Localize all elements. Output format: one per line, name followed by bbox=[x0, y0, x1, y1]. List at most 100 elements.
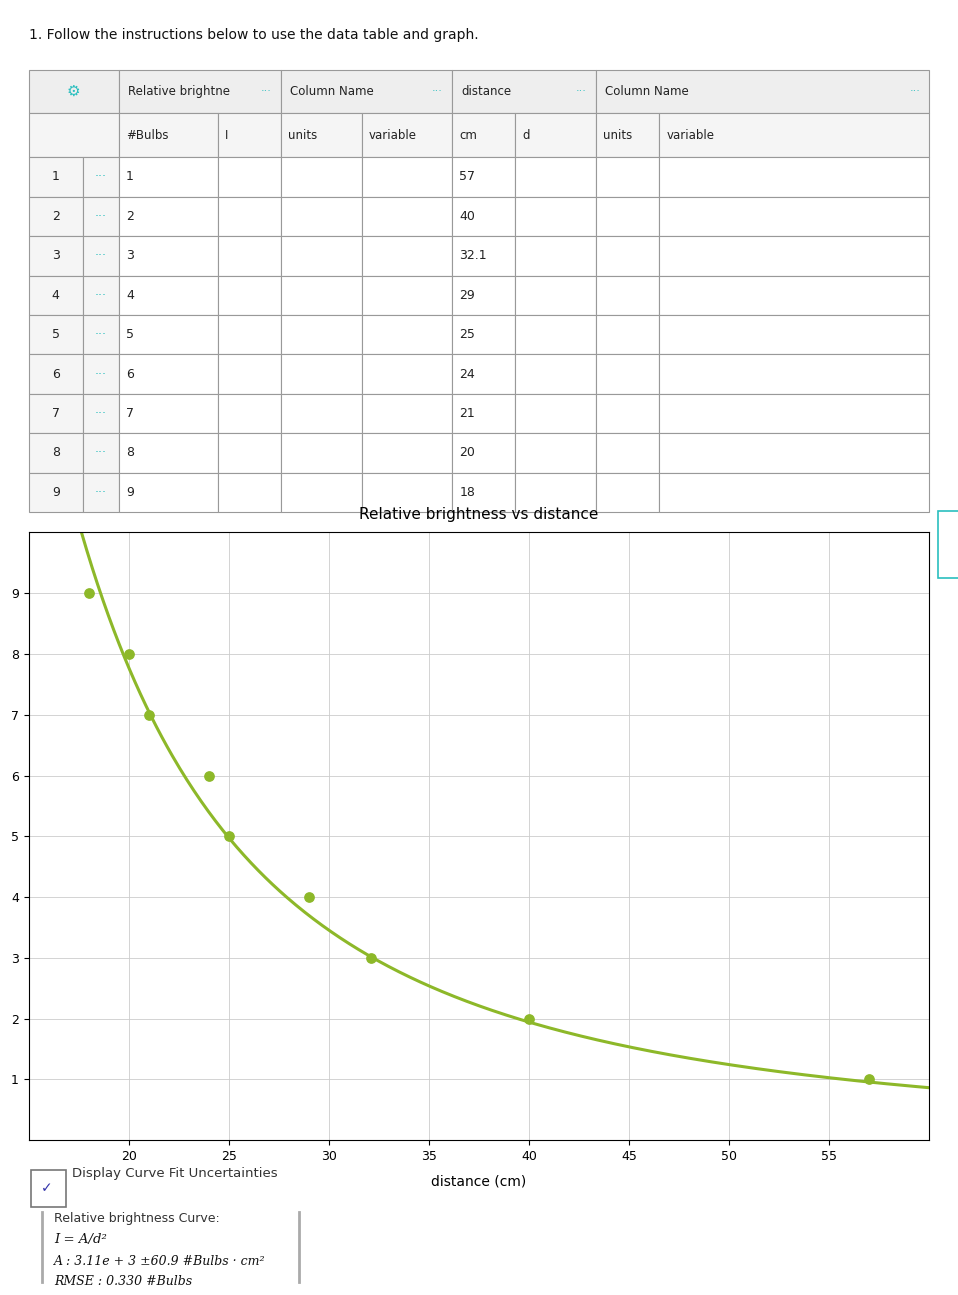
FancyBboxPatch shape bbox=[281, 355, 362, 394]
Text: ···: ··· bbox=[95, 171, 106, 184]
Text: 1: 1 bbox=[126, 171, 134, 184]
FancyBboxPatch shape bbox=[452, 114, 515, 157]
FancyBboxPatch shape bbox=[659, 236, 929, 276]
FancyBboxPatch shape bbox=[217, 434, 281, 473]
FancyBboxPatch shape bbox=[29, 70, 119, 114]
FancyBboxPatch shape bbox=[596, 394, 659, 434]
Text: 6: 6 bbox=[126, 368, 134, 381]
Text: I: I bbox=[225, 128, 228, 142]
Text: units: units bbox=[604, 128, 632, 142]
Text: ···: ··· bbox=[95, 289, 106, 302]
FancyBboxPatch shape bbox=[29, 276, 82, 315]
FancyBboxPatch shape bbox=[119, 70, 281, 114]
FancyBboxPatch shape bbox=[29, 157, 82, 197]
FancyBboxPatch shape bbox=[659, 355, 929, 394]
Text: 5: 5 bbox=[52, 328, 59, 341]
FancyBboxPatch shape bbox=[515, 315, 596, 355]
Text: 4: 4 bbox=[126, 289, 134, 302]
FancyBboxPatch shape bbox=[82, 197, 119, 236]
FancyBboxPatch shape bbox=[281, 276, 362, 315]
FancyBboxPatch shape bbox=[29, 473, 82, 512]
FancyBboxPatch shape bbox=[82, 315, 119, 355]
FancyBboxPatch shape bbox=[119, 114, 217, 157]
Point bbox=[521, 1009, 536, 1030]
Point bbox=[81, 583, 97, 603]
FancyBboxPatch shape bbox=[119, 355, 217, 394]
FancyBboxPatch shape bbox=[217, 236, 281, 276]
FancyBboxPatch shape bbox=[659, 473, 929, 512]
FancyBboxPatch shape bbox=[29, 394, 82, 434]
Text: ···: ··· bbox=[95, 210, 106, 223]
Text: 9: 9 bbox=[52, 486, 59, 499]
FancyBboxPatch shape bbox=[119, 236, 217, 276]
FancyBboxPatch shape bbox=[362, 276, 452, 315]
FancyBboxPatch shape bbox=[217, 157, 281, 197]
Text: Relative brightness Curve:: Relative brightness Curve: bbox=[54, 1212, 219, 1225]
FancyBboxPatch shape bbox=[217, 114, 281, 157]
FancyBboxPatch shape bbox=[596, 355, 659, 394]
Text: 8: 8 bbox=[126, 447, 134, 460]
Text: variable: variable bbox=[667, 128, 715, 142]
FancyBboxPatch shape bbox=[515, 236, 596, 276]
FancyBboxPatch shape bbox=[659, 276, 929, 315]
FancyBboxPatch shape bbox=[452, 394, 515, 434]
FancyBboxPatch shape bbox=[596, 473, 659, 512]
FancyBboxPatch shape bbox=[82, 236, 119, 276]
Point bbox=[363, 948, 378, 969]
FancyBboxPatch shape bbox=[362, 236, 452, 276]
FancyBboxPatch shape bbox=[82, 276, 119, 315]
Text: 3: 3 bbox=[52, 250, 59, 263]
Text: 24: 24 bbox=[459, 368, 475, 381]
FancyBboxPatch shape bbox=[515, 473, 596, 512]
Text: ···: ··· bbox=[95, 368, 106, 381]
FancyBboxPatch shape bbox=[596, 157, 659, 197]
FancyBboxPatch shape bbox=[119, 197, 217, 236]
FancyBboxPatch shape bbox=[515, 197, 596, 236]
FancyBboxPatch shape bbox=[452, 157, 515, 197]
FancyBboxPatch shape bbox=[217, 276, 281, 315]
FancyBboxPatch shape bbox=[119, 394, 217, 434]
FancyBboxPatch shape bbox=[281, 114, 362, 157]
FancyBboxPatch shape bbox=[119, 434, 217, 473]
FancyBboxPatch shape bbox=[119, 315, 217, 355]
Text: 40: 40 bbox=[459, 210, 475, 223]
Text: RMSE : 0.330 #Bulbs: RMSE : 0.330 #Bulbs bbox=[54, 1274, 193, 1287]
Text: Column Name: Column Name bbox=[605, 85, 689, 98]
Text: Column Name: Column Name bbox=[290, 85, 374, 98]
Point bbox=[141, 704, 156, 725]
FancyBboxPatch shape bbox=[217, 197, 281, 236]
FancyBboxPatch shape bbox=[938, 512, 958, 578]
Text: ⚙: ⚙ bbox=[67, 84, 80, 98]
Text: 20: 20 bbox=[459, 447, 475, 460]
Text: #Bulbs: #Bulbs bbox=[126, 128, 169, 142]
FancyBboxPatch shape bbox=[32, 1169, 66, 1207]
FancyBboxPatch shape bbox=[281, 473, 362, 512]
FancyBboxPatch shape bbox=[659, 315, 929, 355]
Text: d: d bbox=[522, 128, 530, 142]
FancyBboxPatch shape bbox=[362, 197, 452, 236]
X-axis label: distance (cm): distance (cm) bbox=[431, 1175, 527, 1188]
FancyBboxPatch shape bbox=[119, 276, 217, 315]
Text: ···: ··· bbox=[432, 87, 443, 97]
Text: 32.1: 32.1 bbox=[459, 250, 487, 263]
Text: 6: 6 bbox=[52, 368, 59, 381]
Point bbox=[301, 887, 316, 908]
Text: ···: ··· bbox=[261, 87, 272, 97]
FancyBboxPatch shape bbox=[515, 157, 596, 197]
FancyBboxPatch shape bbox=[362, 114, 452, 157]
FancyBboxPatch shape bbox=[29, 434, 82, 473]
FancyBboxPatch shape bbox=[596, 276, 659, 315]
FancyBboxPatch shape bbox=[659, 157, 929, 197]
Title: Relative brightness vs distance: Relative brightness vs distance bbox=[359, 506, 599, 522]
FancyBboxPatch shape bbox=[659, 394, 929, 434]
FancyBboxPatch shape bbox=[596, 70, 929, 114]
Text: ✓: ✓ bbox=[40, 1181, 52, 1195]
FancyBboxPatch shape bbox=[452, 434, 515, 473]
FancyBboxPatch shape bbox=[281, 197, 362, 236]
FancyBboxPatch shape bbox=[281, 236, 362, 276]
FancyBboxPatch shape bbox=[515, 355, 596, 394]
Text: 7: 7 bbox=[126, 407, 134, 420]
Text: 1. Follow the instructions below to use the data table and graph.: 1. Follow the instructions below to use … bbox=[29, 28, 478, 43]
FancyBboxPatch shape bbox=[596, 197, 659, 236]
Text: cm: cm bbox=[459, 128, 477, 142]
